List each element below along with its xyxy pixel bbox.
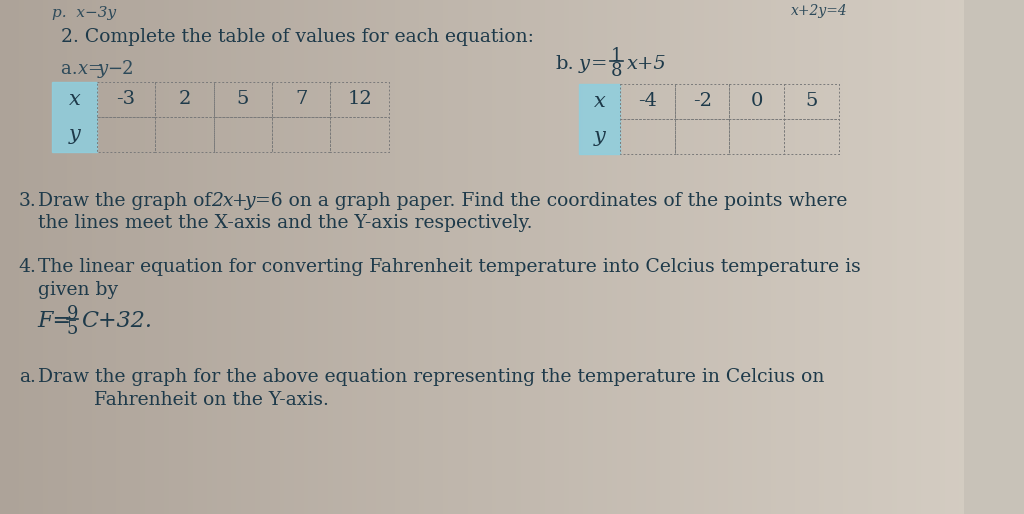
- Text: 0: 0: [751, 93, 763, 111]
- Bar: [214, 82, 272, 117]
- Text: 1: 1: [610, 47, 623, 65]
- Text: =6 on a graph paper. Find the coordinates of the points where: =6 on a graph paper. Find the coordinate…: [255, 192, 848, 210]
- Text: 12: 12: [347, 90, 372, 108]
- Text: =: =: [591, 55, 607, 73]
- Text: x: x: [78, 60, 88, 78]
- Text: 5: 5: [805, 93, 817, 111]
- Bar: [784, 119, 839, 154]
- Text: 8: 8: [610, 62, 623, 80]
- Text: 5: 5: [237, 90, 249, 108]
- Text: =: =: [87, 60, 102, 78]
- Text: C+32.: C+32.: [81, 310, 152, 332]
- Text: b.: b.: [555, 55, 574, 73]
- Text: -2: -2: [692, 93, 712, 111]
- Bar: [579, 84, 621, 154]
- Text: a.: a.: [18, 368, 36, 386]
- Text: x+2y=4: x+2y=4: [791, 4, 848, 18]
- Text: 2x: 2x: [211, 192, 233, 210]
- Bar: [97, 82, 156, 117]
- Bar: [331, 82, 389, 117]
- Text: y: y: [594, 127, 605, 146]
- Text: a.: a.: [61, 60, 89, 78]
- Text: +: +: [231, 192, 248, 210]
- Bar: [621, 119, 675, 154]
- Bar: [272, 82, 331, 117]
- Bar: [272, 117, 331, 152]
- Bar: [156, 82, 214, 117]
- Bar: [675, 119, 729, 154]
- Text: −2: −2: [108, 60, 134, 78]
- Text: 2. Complete the table of values for each equation:: 2. Complete the table of values for each…: [61, 28, 535, 46]
- Text: y: y: [579, 55, 590, 73]
- Bar: [729, 84, 784, 119]
- Text: y: y: [69, 125, 80, 144]
- Text: x+5: x+5: [627, 55, 667, 73]
- Text: F=: F=: [38, 310, 72, 332]
- Bar: [52, 82, 97, 152]
- Text: 5: 5: [67, 320, 78, 338]
- Bar: [156, 117, 214, 152]
- Text: 3.: 3.: [18, 192, 37, 210]
- Text: 4.: 4.: [18, 258, 37, 276]
- Text: given by: given by: [38, 281, 118, 299]
- Bar: [784, 84, 839, 119]
- Bar: [331, 117, 389, 152]
- Text: Draw the graph for the above equation representing the temperature in Celcius on: Draw the graph for the above equation re…: [38, 368, 824, 386]
- Bar: [675, 84, 729, 119]
- Text: x: x: [594, 92, 605, 111]
- Text: the lines meet the X-axis and the Y-axis respectively.: the lines meet the X-axis and the Y-axis…: [38, 214, 532, 232]
- Text: x: x: [69, 90, 80, 109]
- Text: Fahrenheit on the Y-axis.: Fahrenheit on the Y-axis.: [94, 391, 329, 409]
- Text: The linear equation for converting Fahrenheit temperature into Celcius temperatu: The linear equation for converting Fahre…: [38, 258, 860, 276]
- Text: p.  x−3y: p. x−3y: [52, 6, 116, 20]
- Bar: [729, 119, 784, 154]
- Text: -4: -4: [638, 93, 657, 111]
- Bar: [621, 84, 675, 119]
- Text: y: y: [98, 60, 108, 78]
- Text: 9: 9: [67, 305, 78, 323]
- Text: y: y: [245, 192, 255, 210]
- Text: 7: 7: [295, 90, 307, 108]
- Text: 2: 2: [178, 90, 190, 108]
- Text: -3: -3: [117, 90, 136, 108]
- Bar: [214, 117, 272, 152]
- Bar: [97, 117, 156, 152]
- Text: Draw the graph of: Draw the graph of: [38, 192, 217, 210]
